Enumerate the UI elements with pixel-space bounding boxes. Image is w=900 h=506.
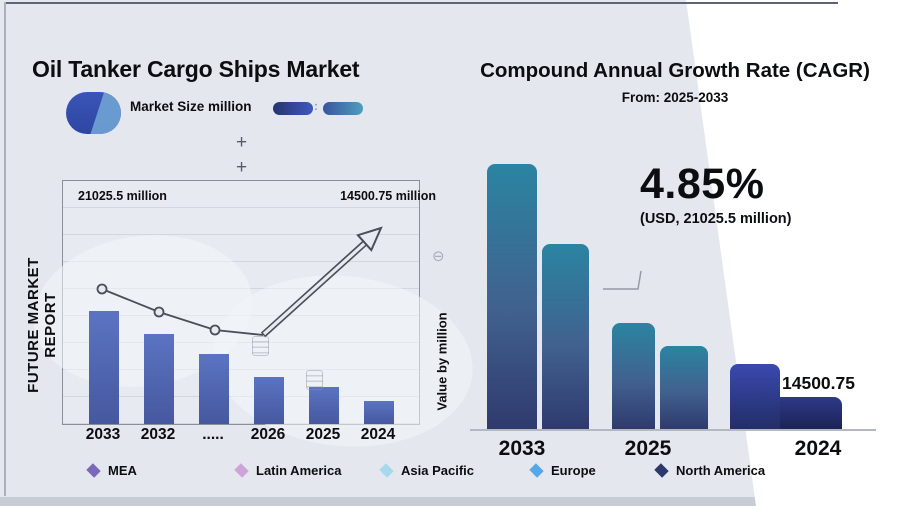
left-bar-.....: [199, 353, 229, 424]
frame-left-border: [4, 2, 6, 496]
right-chart-baseline: [470, 429, 876, 431]
left-bar-2024: [364, 401, 394, 424]
market-size-label: Market Size million: [130, 99, 252, 114]
left-xlabel-2024: 2024: [360, 426, 396, 443]
legend-diamond-icon: [86, 463, 101, 478]
left-xlabel-2033: 2033: [85, 426, 121, 443]
annotation-start-value: 21025.5 million: [78, 189, 167, 203]
cagr-group-label-2025: 2025: [624, 437, 672, 460]
cagr-bar-2025-2: [660, 345, 708, 429]
legend-item-asia-pacific: Asia Pacific: [379, 463, 474, 478]
cagr-bar-2025-1: [612, 323, 655, 429]
legend-label: Europe: [551, 463, 596, 478]
legend-item-europe: Europe: [529, 463, 596, 478]
frame-top-border: [4, 2, 838, 4]
legend-diamond-icon: [234, 463, 249, 478]
legend-item-mea: MEA: [86, 463, 137, 478]
cagr-group-label-2033: 2033: [498, 437, 546, 460]
legend-diamond-icon: [529, 463, 544, 478]
cagr-value: 4.85%: [640, 160, 765, 208]
left-xlabel-2032: 2032: [140, 426, 176, 443]
annotation-2024-value: 14500.75: [782, 373, 855, 393]
page-title: Oil Tanker Cargo Ships Market: [32, 56, 360, 82]
left-xlabel-2025: 2025: [305, 426, 341, 443]
tanker-capsule-icon: [66, 92, 121, 134]
ratio-pill-right-icon: [323, 102, 363, 115]
annotation-end-value: 14500.75 million: [340, 189, 436, 203]
legend-label: North America: [676, 463, 766, 478]
trend-line-arrow: [96, 226, 383, 338]
plus-icon: +: [236, 132, 248, 153]
left-bar-2033: [89, 311, 119, 424]
cagr-subtitle: From: 2025-2033: [621, 90, 729, 105]
legend: MEA Latin America Asia Pacific Europe North …: [0, 463, 900, 485]
legend-diamond-icon: [379, 463, 394, 478]
legend-label: Latin America: [256, 463, 342, 478]
future-market-report-label: FUTURE MARKET REPORT: [25, 257, 59, 393]
left-xlabel-2026: 2026: [250, 426, 286, 443]
ratio-colon: :: [314, 99, 318, 113]
cagr-bar-2033-2: [542, 243, 589, 429]
left-bar-2025: [309, 386, 339, 424]
value-by-million-label: Value by million: [434, 312, 450, 411]
left-bar-2032: [144, 333, 174, 424]
legend-item-latin-america: Latin America: [234, 463, 342, 478]
legend-label: Asia Pacific: [401, 463, 474, 478]
corner-step-line-icon: [603, 270, 642, 290]
right-chart: 2033 2025 2024 14500.75: [470, 160, 890, 460]
cagr-title: Compound Annual Growth Rate (CAGR): [480, 59, 870, 82]
legend-label: MEA: [108, 463, 137, 478]
cagr-bar-2024-1: [730, 364, 780, 429]
bottom-strip: [0, 497, 900, 506]
left-chart-xlabels: 2033 2032..... 2026 2025 2024: [62, 426, 418, 446]
cagr-note: (USD, 21025.5 million): [640, 211, 792, 227]
capsule-highlight: [88, 92, 121, 134]
left-chart-panel: 21025.5 million 14500.75 million: [23, 180, 482, 460]
left-xlabel-.....: .....: [202, 426, 224, 443]
cagr-bar-2024-2: [780, 397, 842, 429]
cagr-bar-2033-1: [487, 164, 537, 429]
circled-minus-icon: ⊖: [432, 248, 445, 265]
legend-item-north-america: North America: [654, 463, 766, 478]
left-bar-2026: [254, 376, 284, 424]
ratio-pill-left-icon: [273, 102, 313, 115]
cagr-group-label-2024: 2024: [794, 437, 842, 460]
watermark-document-icon: [252, 336, 269, 356]
plus-icon: +: [236, 157, 248, 178]
legend-diamond-icon: [654, 463, 669, 478]
watermark-document-icon: [306, 370, 323, 390]
